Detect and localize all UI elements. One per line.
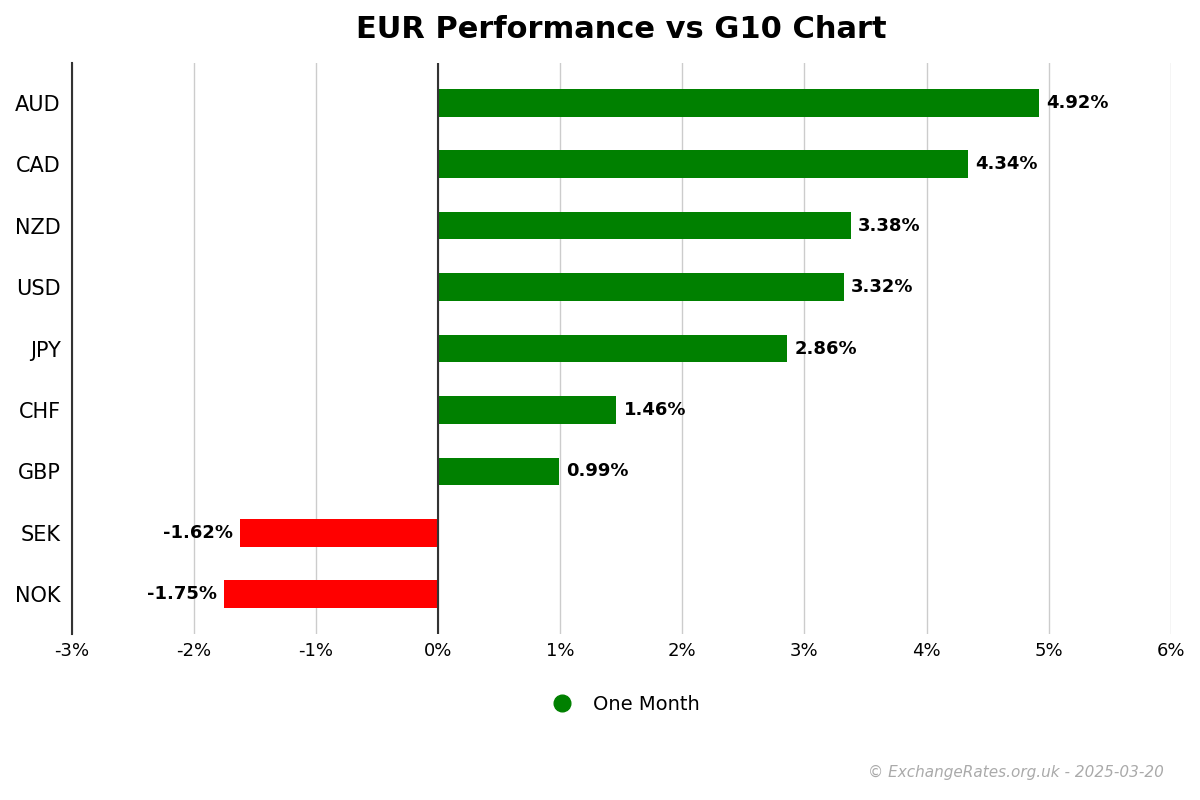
Title: EUR Performance vs G10 Chart: EUR Performance vs G10 Chart <box>356 15 887 44</box>
Bar <box>438 89 1039 117</box>
Text: 2.86%: 2.86% <box>794 339 857 358</box>
Bar <box>438 150 968 178</box>
Text: © ExchangeRates.org.uk - 2025-03-20: © ExchangeRates.org.uk - 2025-03-20 <box>868 765 1164 780</box>
Text: 4.34%: 4.34% <box>976 155 1038 174</box>
Bar <box>438 396 617 424</box>
Text: -1.75%: -1.75% <box>148 586 217 603</box>
Text: 4.92%: 4.92% <box>1046 94 1109 112</box>
Bar <box>438 212 851 239</box>
Bar <box>240 519 438 546</box>
Text: -1.62%: -1.62% <box>163 524 233 542</box>
Text: 0.99%: 0.99% <box>566 462 629 480</box>
Legend: One Month: One Month <box>535 686 708 722</box>
Text: 3.38%: 3.38% <box>858 217 920 234</box>
Bar <box>438 274 844 301</box>
Bar <box>438 334 787 362</box>
Text: 1.46%: 1.46% <box>624 401 686 419</box>
Bar <box>224 581 438 608</box>
Bar <box>438 458 559 485</box>
Text: 3.32%: 3.32% <box>851 278 913 296</box>
